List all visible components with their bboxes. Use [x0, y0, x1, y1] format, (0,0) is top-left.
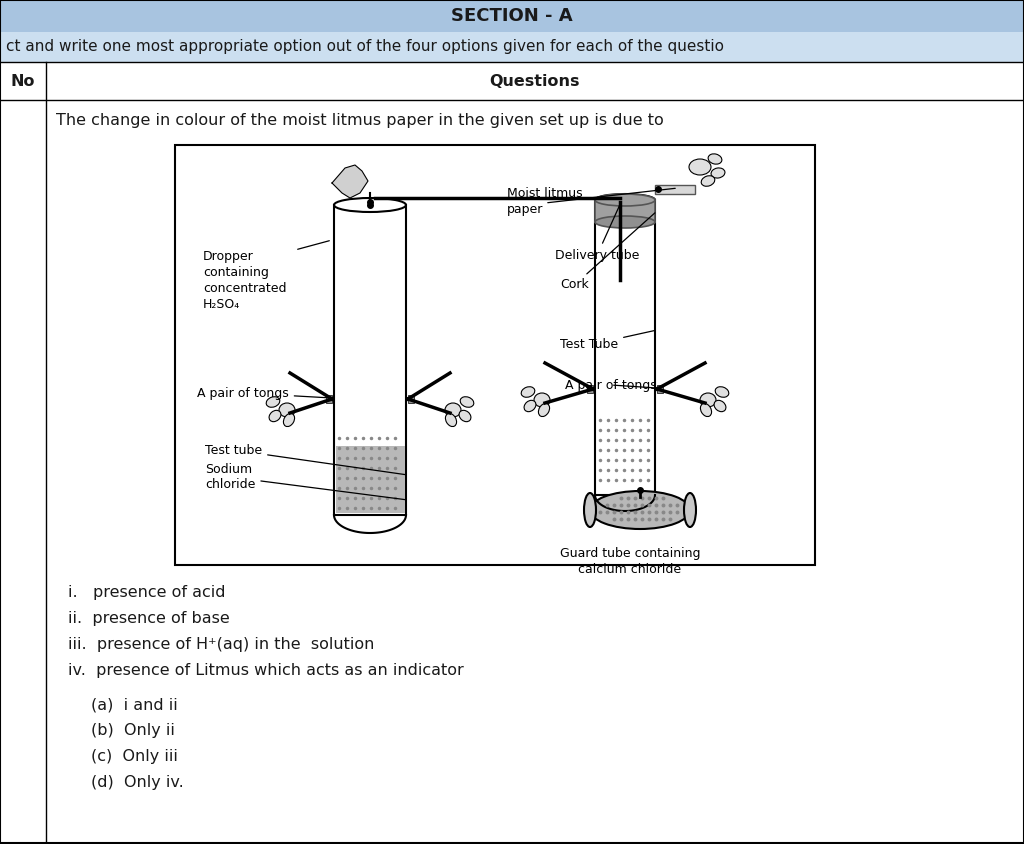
Ellipse shape — [595, 194, 655, 206]
Text: (d)  Only iv.: (d) Only iv. — [91, 776, 183, 791]
Text: Test Tube: Test Tube — [560, 331, 654, 351]
Text: iv.  presence of Litmus which acts as an indicator: iv. presence of Litmus which acts as an … — [68, 663, 464, 679]
Ellipse shape — [539, 403, 550, 417]
Text: iii.  presence of H⁺(aq) in the  solution: iii. presence of H⁺(aq) in the solution — [68, 637, 375, 652]
Ellipse shape — [284, 414, 295, 426]
Text: (b)  Only ii: (b) Only ii — [91, 723, 175, 738]
Bar — [408, 395, 414, 403]
Bar — [595, 200, 655, 222]
Ellipse shape — [700, 403, 712, 417]
Ellipse shape — [459, 410, 471, 422]
Text: No: No — [10, 73, 35, 89]
Text: Moist litmus
paper: Moist litmus paper — [507, 187, 583, 216]
Ellipse shape — [279, 403, 295, 417]
Ellipse shape — [689, 159, 711, 175]
Ellipse shape — [701, 176, 715, 187]
Text: Questions: Questions — [489, 73, 581, 89]
Ellipse shape — [715, 387, 729, 398]
Text: ii.  presence of base: ii. presence of base — [68, 612, 229, 626]
Bar — [587, 385, 593, 393]
Bar — [334, 205, 406, 515]
Ellipse shape — [714, 400, 726, 412]
Bar — [0, 0, 1024, 32]
Text: (a)  i and ii: (a) i and ii — [91, 697, 178, 712]
Ellipse shape — [445, 403, 461, 417]
Ellipse shape — [709, 154, 722, 165]
Text: SECTION - A: SECTION - A — [452, 7, 572, 25]
Text: Cork: Cork — [560, 213, 655, 291]
Bar — [0, 32, 1024, 62]
Text: (c)  Only iii: (c) Only iii — [91, 749, 178, 765]
Ellipse shape — [269, 410, 281, 422]
Ellipse shape — [266, 397, 280, 408]
Text: ct and write one most appropriate option out of the four options given for each : ct and write one most appropriate option… — [6, 40, 724, 55]
Text: Test tube: Test tube — [205, 443, 406, 474]
Text: A pair of tongs: A pair of tongs — [197, 387, 330, 399]
Polygon shape — [332, 165, 368, 198]
Text: Delivery tube: Delivery tube — [555, 203, 639, 262]
Ellipse shape — [334, 198, 406, 212]
Ellipse shape — [445, 414, 457, 426]
Ellipse shape — [524, 400, 536, 412]
Text: Guard tube containing
calcium chloride: Guard tube containing calcium chloride — [560, 547, 700, 576]
Bar — [657, 385, 663, 393]
Bar — [336, 446, 404, 513]
Text: Sodium
chloride: Sodium chloride — [205, 463, 406, 500]
Text: A pair of tongs: A pair of tongs — [565, 378, 656, 392]
Ellipse shape — [521, 387, 535, 398]
Bar — [655, 185, 695, 194]
Ellipse shape — [711, 168, 725, 178]
Ellipse shape — [700, 393, 716, 407]
Ellipse shape — [684, 493, 696, 527]
Ellipse shape — [460, 397, 474, 408]
Bar — [595, 200, 655, 495]
Text: The change in colour of the moist litmus paper in the given set up is due to: The change in colour of the moist litmus… — [56, 112, 664, 127]
Ellipse shape — [534, 393, 550, 407]
Ellipse shape — [595, 216, 655, 228]
Ellipse shape — [584, 493, 596, 527]
Ellipse shape — [595, 194, 655, 206]
Text: i.   presence of acid: i. presence of acid — [68, 586, 225, 600]
Bar — [175, 145, 815, 565]
Ellipse shape — [590, 491, 690, 529]
Bar — [326, 395, 332, 403]
Text: Dropper
containing
concentrated
H₂SO₄: Dropper containing concentrated H₂SO₄ — [203, 250, 287, 311]
